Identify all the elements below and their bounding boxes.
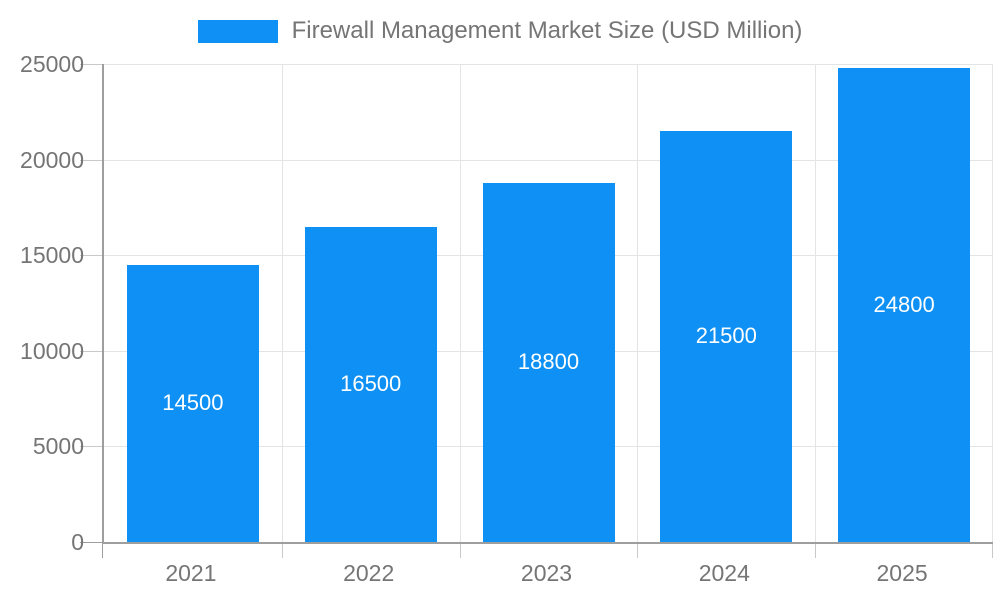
v-gridline [992, 64, 993, 542]
legend-swatch [197, 19, 278, 43]
x-tick-label: 2025 [876, 560, 928, 586]
bar-2022: 16500 [304, 226, 437, 542]
x-tick-mark [281, 544, 283, 558]
x-tick-label: 2024 [698, 560, 750, 586]
y-tick-label: 20000 [20, 146, 84, 173]
y-tick-mark [80, 542, 102, 543]
h-gridline [104, 159, 993, 161]
bar-2024: 21500 [660, 130, 793, 542]
x-tick-mark [459, 544, 461, 558]
x-axis-labels: 2021 2022 2023 2024 2025 [102, 559, 991, 591]
bar-value-label: 14500 [162, 390, 224, 416]
v-gridline [815, 64, 817, 542]
x-tick-label: 2021 [165, 560, 217, 586]
y-tick-mark [80, 350, 102, 352]
bar-value-label: 18800 [517, 349, 580, 375]
bar-2025: 24800 [838, 67, 971, 542]
x-tick-mark [102, 544, 103, 558]
y-tick-label: 5000 [32, 433, 84, 460]
x-tick-label: 2023 [520, 560, 573, 586]
plot-area: 14500 16500 18800 21500 24800 [80, 64, 993, 558]
x-tick-mark [815, 544, 817, 558]
x-tick-mark [637, 544, 639, 558]
y-tick-mark [80, 446, 102, 448]
h-gridline [104, 64, 993, 65]
v-gridline [281, 64, 283, 542]
bar-value-label: 21500 [695, 323, 757, 349]
bar-2023: 18800 [482, 182, 615, 542]
x-tick-mark [992, 544, 993, 558]
v-gridline [459, 64, 461, 542]
x-tick-label: 2022 [343, 560, 395, 586]
y-tick-mark [80, 64, 102, 65]
y-axis-labels: 0 5000 10000 15000 20000 25000 [0, 51, 84, 555]
y-tick-label: 10000 [20, 337, 84, 364]
y-tick-mark [80, 255, 102, 257]
chart-title: Firewall Management Market Size (USD Mil… [291, 17, 803, 44]
legend: Firewall Management Market Size (USD Mil… [0, 17, 1000, 45]
y-tick-label: 25000 [20, 51, 84, 77]
bar-value-label: 16500 [340, 371, 402, 397]
bar-2021: 14500 [126, 264, 259, 542]
v-gridline [637, 64, 639, 542]
y-tick-label: 0 [71, 529, 84, 555]
bar-value-label: 24800 [873, 291, 935, 317]
y-tick-mark [80, 159, 102, 161]
y-tick-label: 15000 [20, 242, 84, 269]
